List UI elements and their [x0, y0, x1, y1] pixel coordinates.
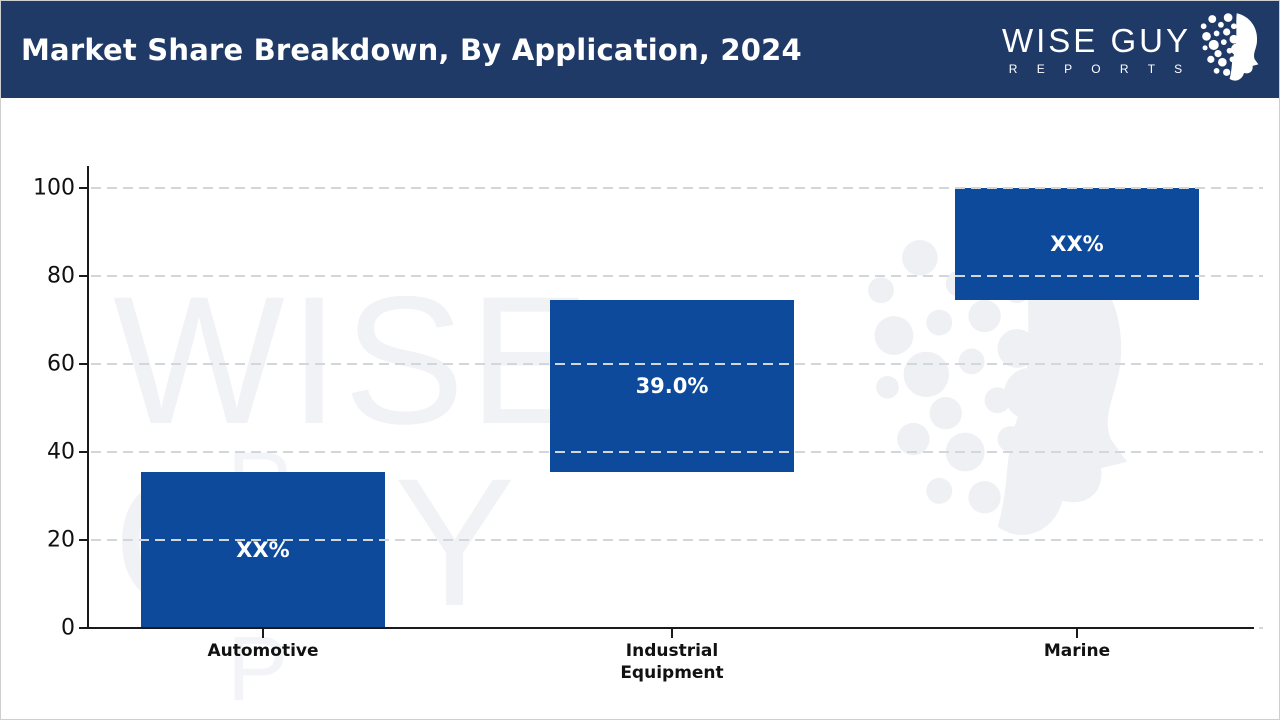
gridline-20 [91, 539, 1263, 541]
bar-value-label: XX% [1050, 232, 1104, 257]
bar-industrial-equipment: 39.0% [550, 300, 794, 472]
y-tick-mark [79, 187, 88, 189]
y-tick-label: 20 [47, 527, 75, 553]
bar-marine: XX% [955, 188, 1199, 301]
x-axis-line [87, 627, 1254, 629]
page-title: Market Share Breakdown, By Application, … [21, 32, 802, 67]
category-label-automotive: Automotive [207, 641, 319, 661]
logo-wordmark: WISE GUY [1001, 21, 1191, 59]
y-tick-mark [79, 363, 88, 365]
y-tick-label: 100 [33, 175, 75, 201]
y-tick-mark [79, 627, 88, 629]
y-axis-line [87, 166, 89, 628]
gridline-40 [91, 451, 1263, 453]
wise-guy-reports-logo: WISE GUY R E P O R T S [1002, 8, 1267, 92]
header-bar: Market Share Breakdown, By Application, … [1, 1, 1279, 98]
y-tick-label: 60 [47, 351, 75, 377]
gridline-80 [91, 275, 1263, 277]
y-tick-label: 40 [47, 439, 75, 465]
logo-reports-text: R E P O R T S [1008, 61, 1191, 76]
bar-value-label: 39.0% [635, 373, 709, 398]
x-tick-mark [671, 629, 673, 638]
y-tick-label: 80 [47, 263, 75, 289]
y-tick-mark [79, 451, 88, 453]
y-tick-mark [79, 539, 88, 541]
x-tick-mark [262, 629, 264, 638]
category-label-industrial-equipment: Industrial Equipment [620, 641, 724, 684]
logo-face-icon [1200, 12, 1259, 81]
y-tick-mark [79, 275, 88, 277]
gridline-100 [91, 187, 1263, 189]
y-tick-label: 0 [61, 615, 75, 641]
logo-text: WISE GUY R E P O R T S [1002, 24, 1191, 76]
bar-value-label: XX% [236, 537, 290, 562]
gridline-60 [91, 363, 1263, 365]
bar-automotive: XX% [141, 471, 385, 628]
x-tick-mark [1076, 629, 1078, 638]
category-label-marine: Marine [1043, 641, 1111, 661]
